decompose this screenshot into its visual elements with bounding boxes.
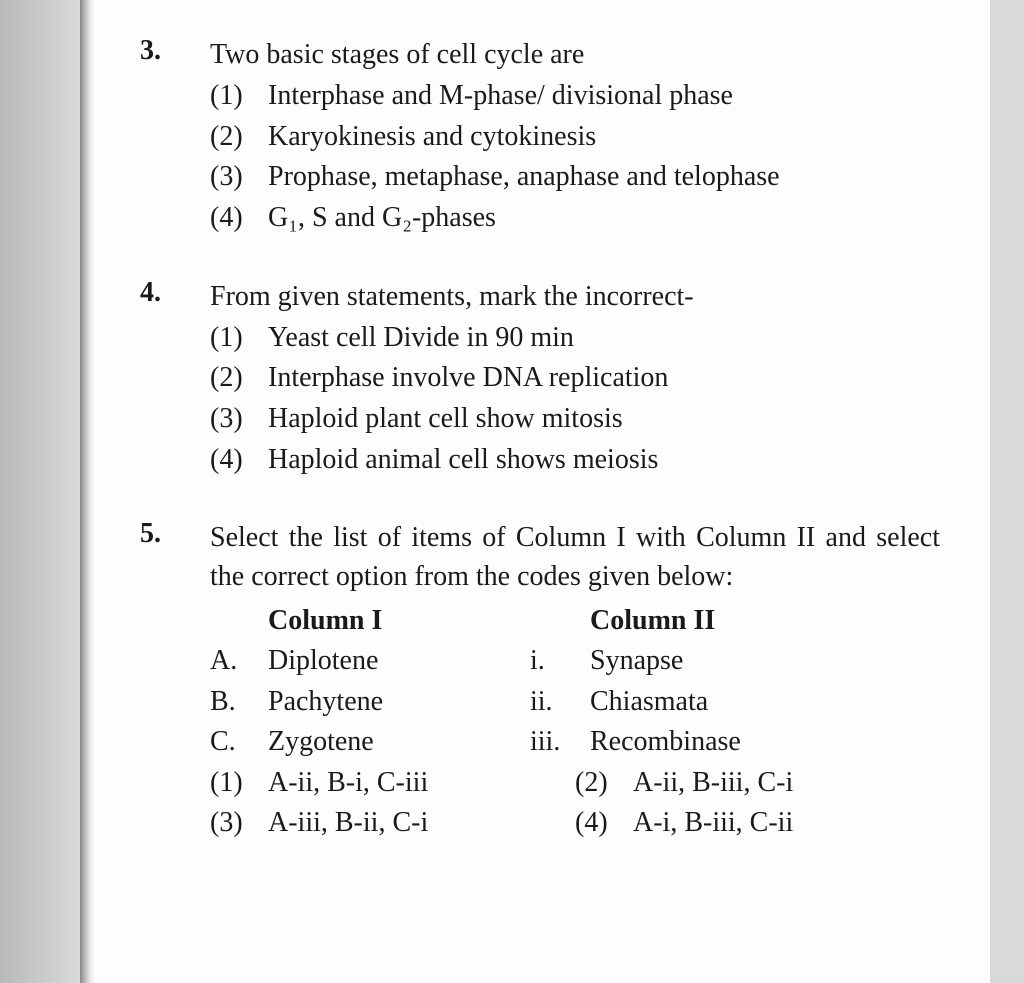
row-text: Diplotene <box>268 641 378 682</box>
option-text: A-iii, B-ii, C-i <box>268 803 428 844</box>
column-row: B. Pachytene <box>210 682 530 723</box>
question-5: 5. Select the list of items of Column I … <box>135 518 940 844</box>
column-match-table: Column I A. Diplotene B. Pachytene C. Zy… <box>210 601 940 763</box>
question-number: 3. <box>135 35 210 67</box>
option-number: (3) <box>210 803 268 844</box>
column-row: iii. Recombinase <box>530 722 940 763</box>
row-text: Recombinase <box>590 722 741 763</box>
option-number: (1) <box>210 318 268 359</box>
row-text: Synapse <box>590 641 683 682</box>
row-text: Chiasmata <box>590 682 708 723</box>
option-text: G₁, S and G₂-phases <box>268 198 940 239</box>
option-number: (4) <box>210 440 268 481</box>
column-2: Column II i. Synapse ii. Chiasmata iii. … <box>530 601 940 763</box>
side-shadow <box>0 0 80 983</box>
row-label: iii. <box>530 722 590 763</box>
option-text: A-ii, B-iii, C-i <box>633 763 793 804</box>
option-number: (2) <box>575 763 633 804</box>
option-text: Karyokinesis and cytokinesis <box>268 117 940 158</box>
option-number: (3) <box>210 399 268 440</box>
option-text: Haploid plant cell show mitosis <box>268 399 940 440</box>
option-text: Interphase and M-phase/ divisional phase <box>268 76 940 117</box>
option-number: (1) <box>210 76 268 117</box>
column-row: ii. Chiasmata <box>530 682 940 723</box>
option-text: Yeast cell Divide in 90 min <box>268 318 940 359</box>
column-row: A. Diplotene <box>210 641 530 682</box>
option-row: (4) Haploid animal cell shows meiosis <box>210 440 940 481</box>
answer-option: (2) A-ii, B-iii, C-i <box>575 763 940 804</box>
row-label: ii. <box>530 682 590 723</box>
row-label: A. <box>210 641 268 682</box>
option-text: Haploid animal cell shows meiosis <box>268 440 940 481</box>
option-text: Interphase involve DNA replication <box>268 358 940 399</box>
row-text: Pachytene <box>268 682 383 723</box>
row-text: Zygotene <box>268 722 374 763</box>
page-content: 3. Two basic stages of cell cycle are (1… <box>95 0 990 983</box>
option-text: Prophase, metaphase, anaphase and teloph… <box>268 157 940 198</box>
answer-option: (3) A-iii, B-ii, C-i <box>210 803 575 844</box>
column-header: Column II <box>530 601 940 642</box>
option-row: (2) Interphase involve DNA replication <box>210 358 940 399</box>
option-text: A-ii, B-i, C-iii <box>268 763 428 804</box>
answer-options-grid: (1) A-ii, B-i, C-iii (2) A-ii, B-iii, C-… <box>210 763 940 844</box>
question-text: Two basic stages of cell cycle are <box>210 35 940 74</box>
column-header: Column I <box>210 601 530 642</box>
option-number: (4) <box>575 803 633 844</box>
option-row: (3) Haploid plant cell show mitosis <box>210 399 940 440</box>
column-1: Column I A. Diplotene B. Pachytene C. Zy… <box>210 601 530 763</box>
option-number: (2) <box>210 117 268 158</box>
option-row: (1) Yeast cell Divide in 90 min <box>210 318 940 359</box>
answer-option: (4) A-i, B-iii, C-ii <box>575 803 940 844</box>
option-text: A-i, B-iii, C-ii <box>633 803 793 844</box>
option-number: (1) <box>210 763 268 804</box>
question-body: Select the list of items of Column I wit… <box>210 518 940 844</box>
option-number: (4) <box>210 198 268 239</box>
question-3: 3. Two basic stages of cell cycle are (1… <box>135 35 940 239</box>
row-label: i. <box>530 641 590 682</box>
column-row: i. Synapse <box>530 641 940 682</box>
page-binding-edge <box>80 0 95 983</box>
row-label: B. <box>210 682 268 723</box>
question-number: 5. <box>135 518 210 550</box>
row-label: C. <box>210 722 268 763</box>
question-text: Select the list of items of Column I wit… <box>210 518 940 596</box>
answer-option: (1) A-ii, B-i, C-iii <box>210 763 575 804</box>
option-number: (2) <box>210 358 268 399</box>
question-body: Two basic stages of cell cycle are (1) I… <box>210 35 940 239</box>
question-4: 4. From given statements, mark the incor… <box>135 277 940 481</box>
option-row: (3) Prophase, metaphase, anaphase and te… <box>210 157 940 198</box>
option-row: (2) Karyokinesis and cytokinesis <box>210 117 940 158</box>
option-row: (1) Interphase and M-phase/ divisional p… <box>210 76 940 117</box>
option-number: (3) <box>210 157 268 198</box>
question-text: From given statements, mark the incorrec… <box>210 277 940 316</box>
question-body: From given statements, mark the incorrec… <box>210 277 940 481</box>
question-number: 4. <box>135 277 210 309</box>
option-row: (4) G₁, S and G₂-phases <box>210 198 940 239</box>
column-row: C. Zygotene <box>210 722 530 763</box>
